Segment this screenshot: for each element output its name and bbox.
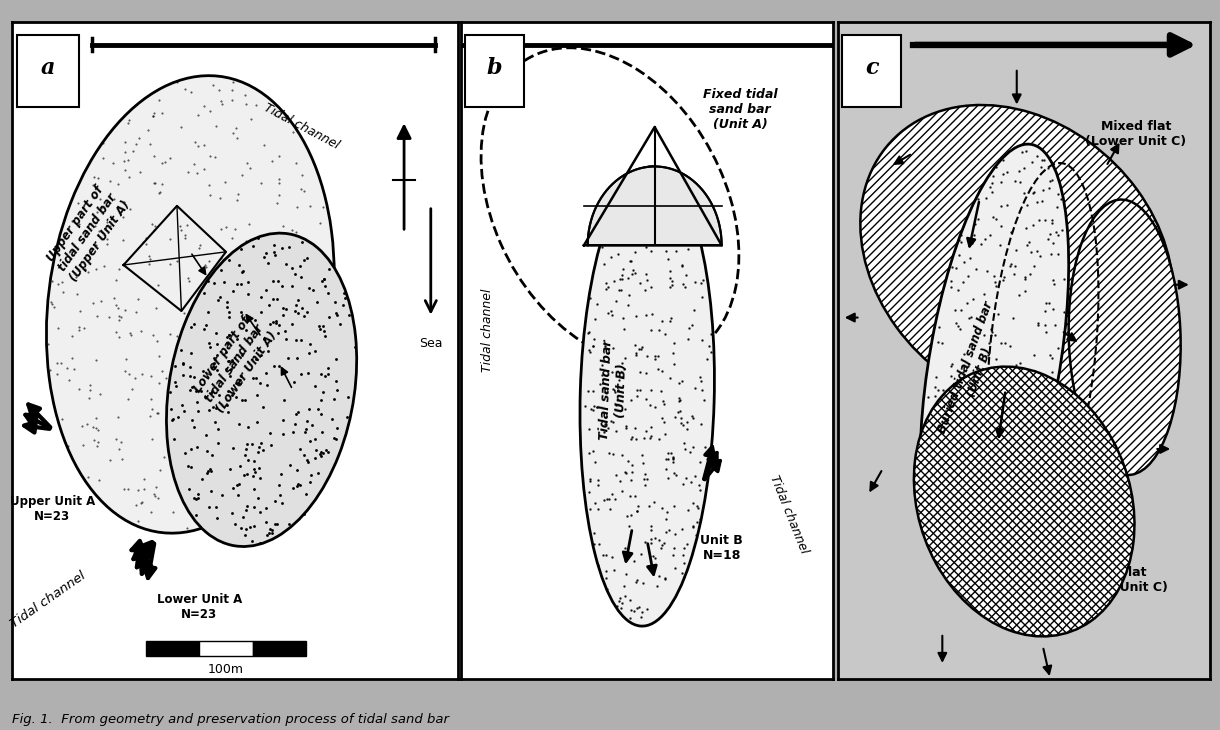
Text: Tidal channel: Tidal channel xyxy=(767,474,810,556)
Text: Tidal sand bar
(Unit B): Tidal sand bar (Unit B) xyxy=(598,339,630,440)
Polygon shape xyxy=(588,166,722,245)
Text: Upper Unit A
N=23: Upper Unit A N=23 xyxy=(10,495,95,523)
Text: Lower part of
tidal sand bar
(Lower Unit A): Lower part of tidal sand bar (Lower Unit… xyxy=(190,312,279,415)
Ellipse shape xyxy=(860,105,1174,412)
Text: Tidal channel: Tidal channel xyxy=(7,569,88,631)
Text: b: b xyxy=(487,57,503,79)
Ellipse shape xyxy=(914,366,1135,637)
Text: Tidal channel: Tidal channel xyxy=(481,289,494,372)
Text: a: a xyxy=(40,57,55,79)
Text: Sea: Sea xyxy=(418,337,443,350)
FancyBboxPatch shape xyxy=(842,35,902,107)
Text: Fixed tidal
sand bar
(Unit A): Fixed tidal sand bar (Unit A) xyxy=(703,88,777,131)
Text: Lower Unit A
N=23: Lower Unit A N=23 xyxy=(156,593,242,621)
Text: Mud flat
(Upper Unit C): Mud flat (Upper Unit C) xyxy=(1066,566,1168,594)
Ellipse shape xyxy=(580,166,715,626)
Ellipse shape xyxy=(1069,199,1181,475)
Text: 100m: 100m xyxy=(207,663,244,676)
Ellipse shape xyxy=(481,47,739,364)
FancyBboxPatch shape xyxy=(17,35,79,107)
Bar xyxy=(199,642,253,656)
FancyBboxPatch shape xyxy=(465,35,525,107)
Text: Mixed flat
(Lower Unit C): Mixed flat (Lower Unit C) xyxy=(1086,120,1186,147)
Bar xyxy=(146,642,199,656)
Text: c: c xyxy=(865,57,878,79)
Text: Buried tidal sand bar
(Unit B): Buried tidal sand bar (Unit B) xyxy=(935,300,1009,440)
Ellipse shape xyxy=(920,144,1069,583)
Ellipse shape xyxy=(166,233,356,547)
Text: Tidal channel: Tidal channel xyxy=(262,101,342,151)
Text: Unit B
N=18: Unit B N=18 xyxy=(700,534,743,562)
Ellipse shape xyxy=(46,76,334,533)
Bar xyxy=(253,642,306,656)
Text: Upper part of
tidal sand bar
(Upper Unit A): Upper part of tidal sand bar (Upper Unit… xyxy=(43,180,133,284)
Text: Fig. 1.  From geometry and preservation process of tidal sand bar: Fig. 1. From geometry and preservation p… xyxy=(12,713,449,726)
